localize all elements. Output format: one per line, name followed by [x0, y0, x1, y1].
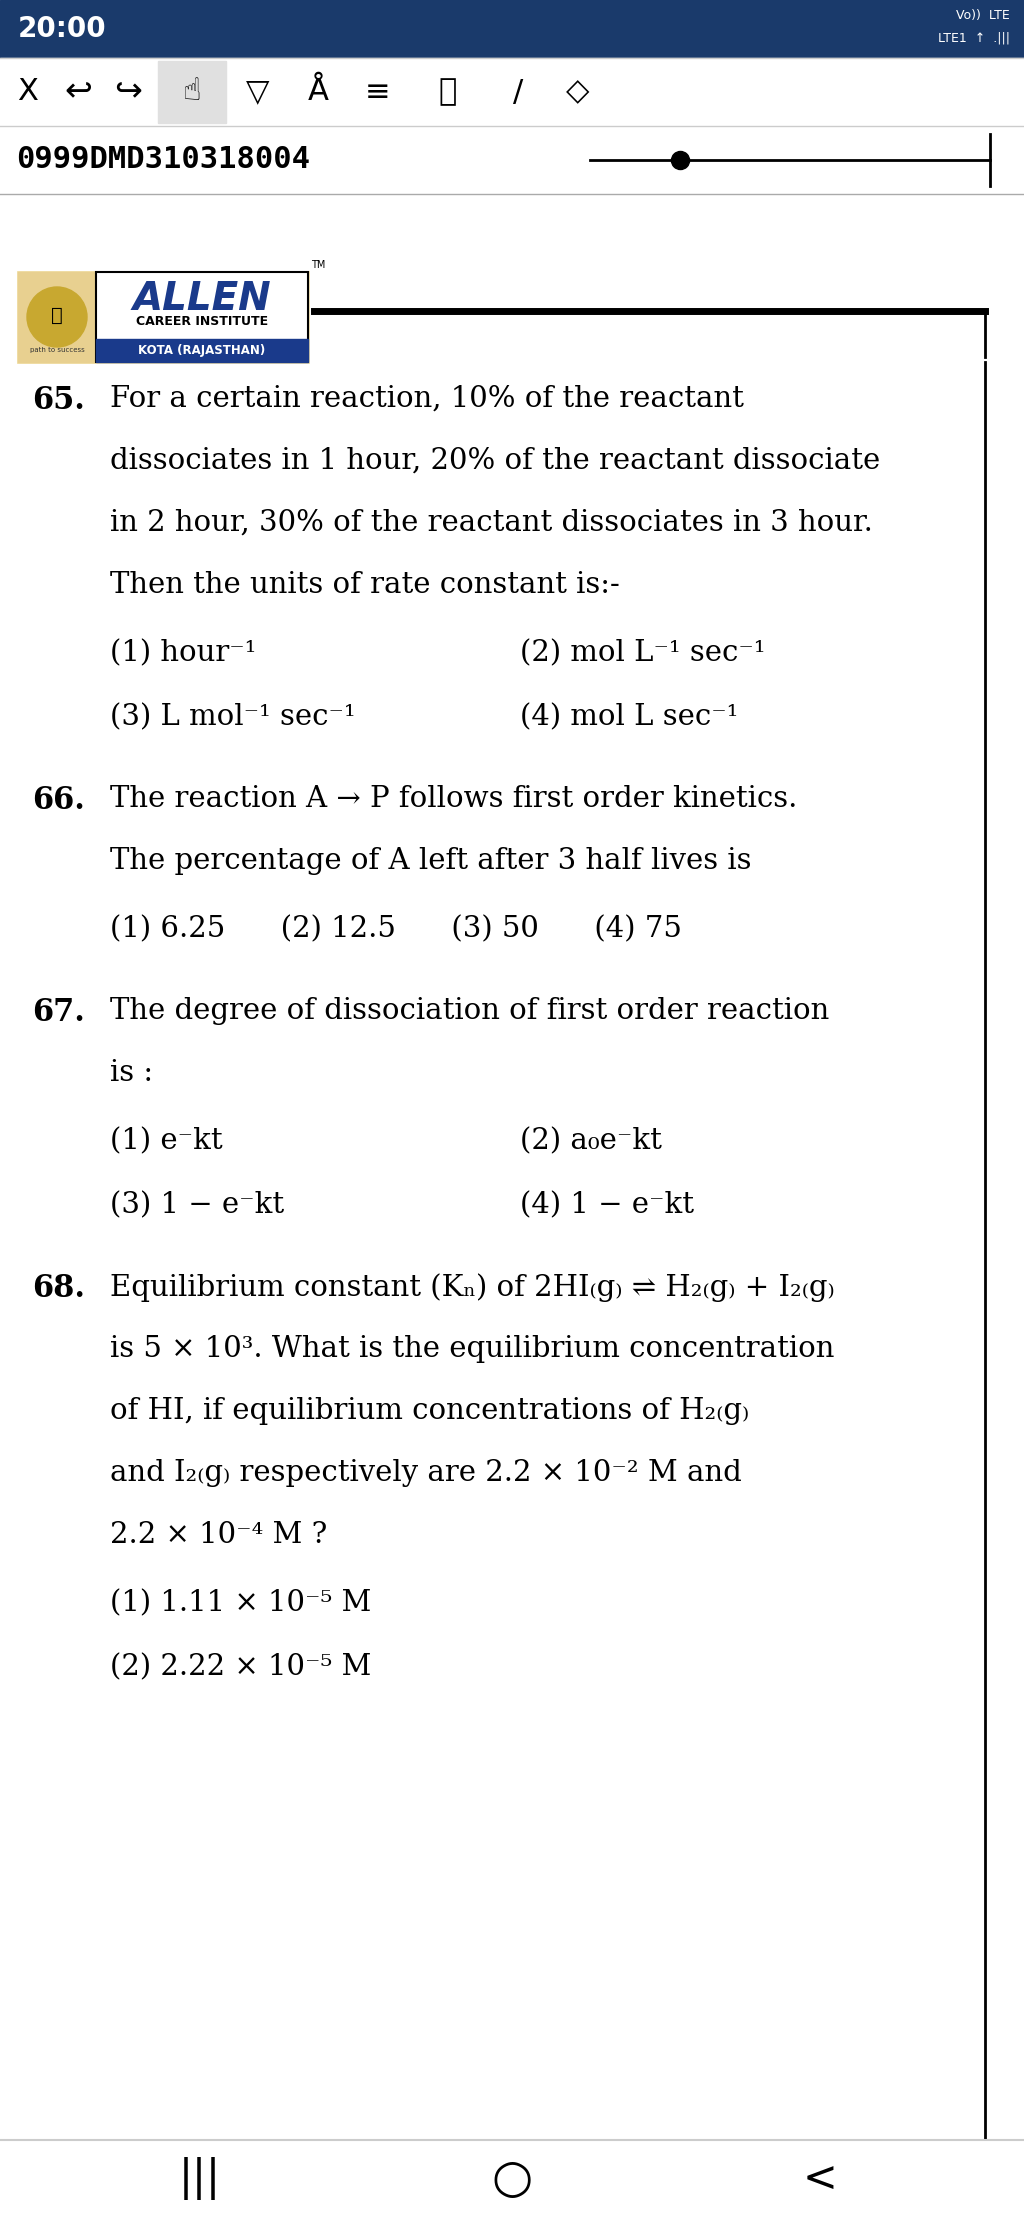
Text: 🎓: 🎓: [51, 306, 62, 324]
Bar: [96, 273, 308, 362]
Text: ◇: ◇: [566, 78, 590, 106]
Text: dissociates in 1 hour, 20% of the reactant dissociate: dissociates in 1 hour, 20% of the reacta…: [110, 448, 881, 475]
Text: 68.: 68.: [32, 1273, 85, 1304]
Text: <: <: [803, 2158, 838, 2200]
Circle shape: [27, 286, 87, 346]
Text: Then the units of rate constant is:-: Then the units of rate constant is:-: [110, 570, 620, 599]
Text: (1) e⁻kt: (1) e⁻kt: [110, 1127, 222, 1156]
Text: KOTA (RAJASTHAN): KOTA (RAJASTHAN): [138, 344, 265, 357]
Text: (4) mol L sec⁻¹: (4) mol L sec⁻¹: [520, 703, 738, 732]
Bar: [0, 0, 1024, 58]
Bar: [0, 58, 1024, 126]
Text: 20:00: 20:00: [18, 16, 106, 42]
Text: ⎙: ⎙: [439, 78, 457, 106]
Text: X: X: [17, 78, 39, 106]
Text: |||: |||: [179, 2158, 221, 2200]
Text: Vo))  LTE: Vo)) LTE: [956, 9, 1010, 22]
Text: TM: TM: [311, 260, 326, 271]
Text: ○: ○: [492, 2156, 532, 2202]
Text: 65.: 65.: [32, 386, 85, 417]
Text: (1) 1.11 × 10⁻⁵ M: (1) 1.11 × 10⁻⁵ M: [110, 1588, 372, 1617]
Bar: [18, 273, 96, 362]
Text: (1) 6.25      (2) 12.5      (3) 50      (4) 75: (1) 6.25 (2) 12.5 (3) 50 (4) 75: [110, 916, 682, 943]
Text: (2) 2.22 × 10⁻⁵ M: (2) 2.22 × 10⁻⁵ M: [110, 1652, 372, 1681]
Bar: [96, 339, 308, 362]
Text: is 5 × 10³. What is the equilibrium concentration: is 5 × 10³. What is the equilibrium conc…: [110, 1335, 835, 1364]
Text: ALLEN: ALLEN: [133, 279, 271, 317]
Text: For a certain reaction, 10% of the reactant: For a certain reaction, 10% of the react…: [110, 386, 743, 413]
Text: 0999DMD310318004: 0999DMD310318004: [16, 146, 310, 175]
Text: of HI, if equilibrium concentrations of H₂₍g₎: of HI, if equilibrium concentrations of …: [110, 1397, 750, 1424]
Text: ↪: ↪: [114, 75, 142, 109]
Text: LTE1  ↑  .|||: LTE1 ↑ .|||: [938, 31, 1010, 44]
Bar: [18, 273, 308, 362]
Text: (2) a₀e⁻kt: (2) a₀e⁻kt: [520, 1127, 662, 1156]
Text: in 2 hour, 30% of the reactant dissociates in 3 hour.: in 2 hour, 30% of the reactant dissociat…: [110, 508, 872, 537]
Bar: [158, 62, 226, 122]
Text: The reaction A → P follows first order kinetics.: The reaction A → P follows first order k…: [110, 785, 798, 814]
Text: ↩: ↩: [63, 75, 92, 109]
Text: 66.: 66.: [32, 785, 85, 816]
Text: path to success: path to success: [30, 346, 84, 353]
Text: (3) L mol⁻¹ sec⁻¹: (3) L mol⁻¹ sec⁻¹: [110, 703, 355, 732]
Text: The percentage of A left after 3 half lives is: The percentage of A left after 3 half li…: [110, 847, 752, 874]
Text: (1) hour⁻¹: (1) hour⁻¹: [110, 639, 256, 668]
Text: ▽: ▽: [246, 78, 269, 106]
Text: (2) mol L⁻¹ sec⁻¹: (2) mol L⁻¹ sec⁻¹: [520, 639, 766, 668]
Text: (4) 1 − e⁻kt: (4) 1 − e⁻kt: [520, 1191, 694, 1220]
Text: and I₂₍g₎ respectively are 2.2 × 10⁻² M and: and I₂₍g₎ respectively are 2.2 × 10⁻² M …: [110, 1459, 741, 1486]
Text: ☝: ☝: [182, 78, 202, 106]
Text: Å: Å: [307, 78, 329, 106]
Text: 67.: 67.: [32, 998, 85, 1027]
Text: Equilibrium constant (Kₙ) of 2HI₍g₎ ⇌ H₂₍g₎ + I₂₍g₎: Equilibrium constant (Kₙ) of 2HI₍g₎ ⇌ H₂…: [110, 1273, 835, 1302]
Text: ≡: ≡: [366, 78, 391, 106]
Bar: [0, 2140, 1024, 2218]
Text: CAREER INSTITUTE: CAREER INSTITUTE: [136, 315, 268, 328]
Text: (3) 1 − e⁻kt: (3) 1 − e⁻kt: [110, 1191, 284, 1220]
Bar: [96, 273, 308, 362]
Bar: [0, 126, 1024, 193]
Text: is :: is :: [110, 1058, 154, 1087]
Text: 2.2 × 10⁻⁴ M ?: 2.2 × 10⁻⁴ M ?: [110, 1522, 328, 1548]
Text: /: /: [513, 78, 523, 106]
Text: The degree of dissociation of first order reaction: The degree of dissociation of first orde…: [110, 998, 829, 1025]
